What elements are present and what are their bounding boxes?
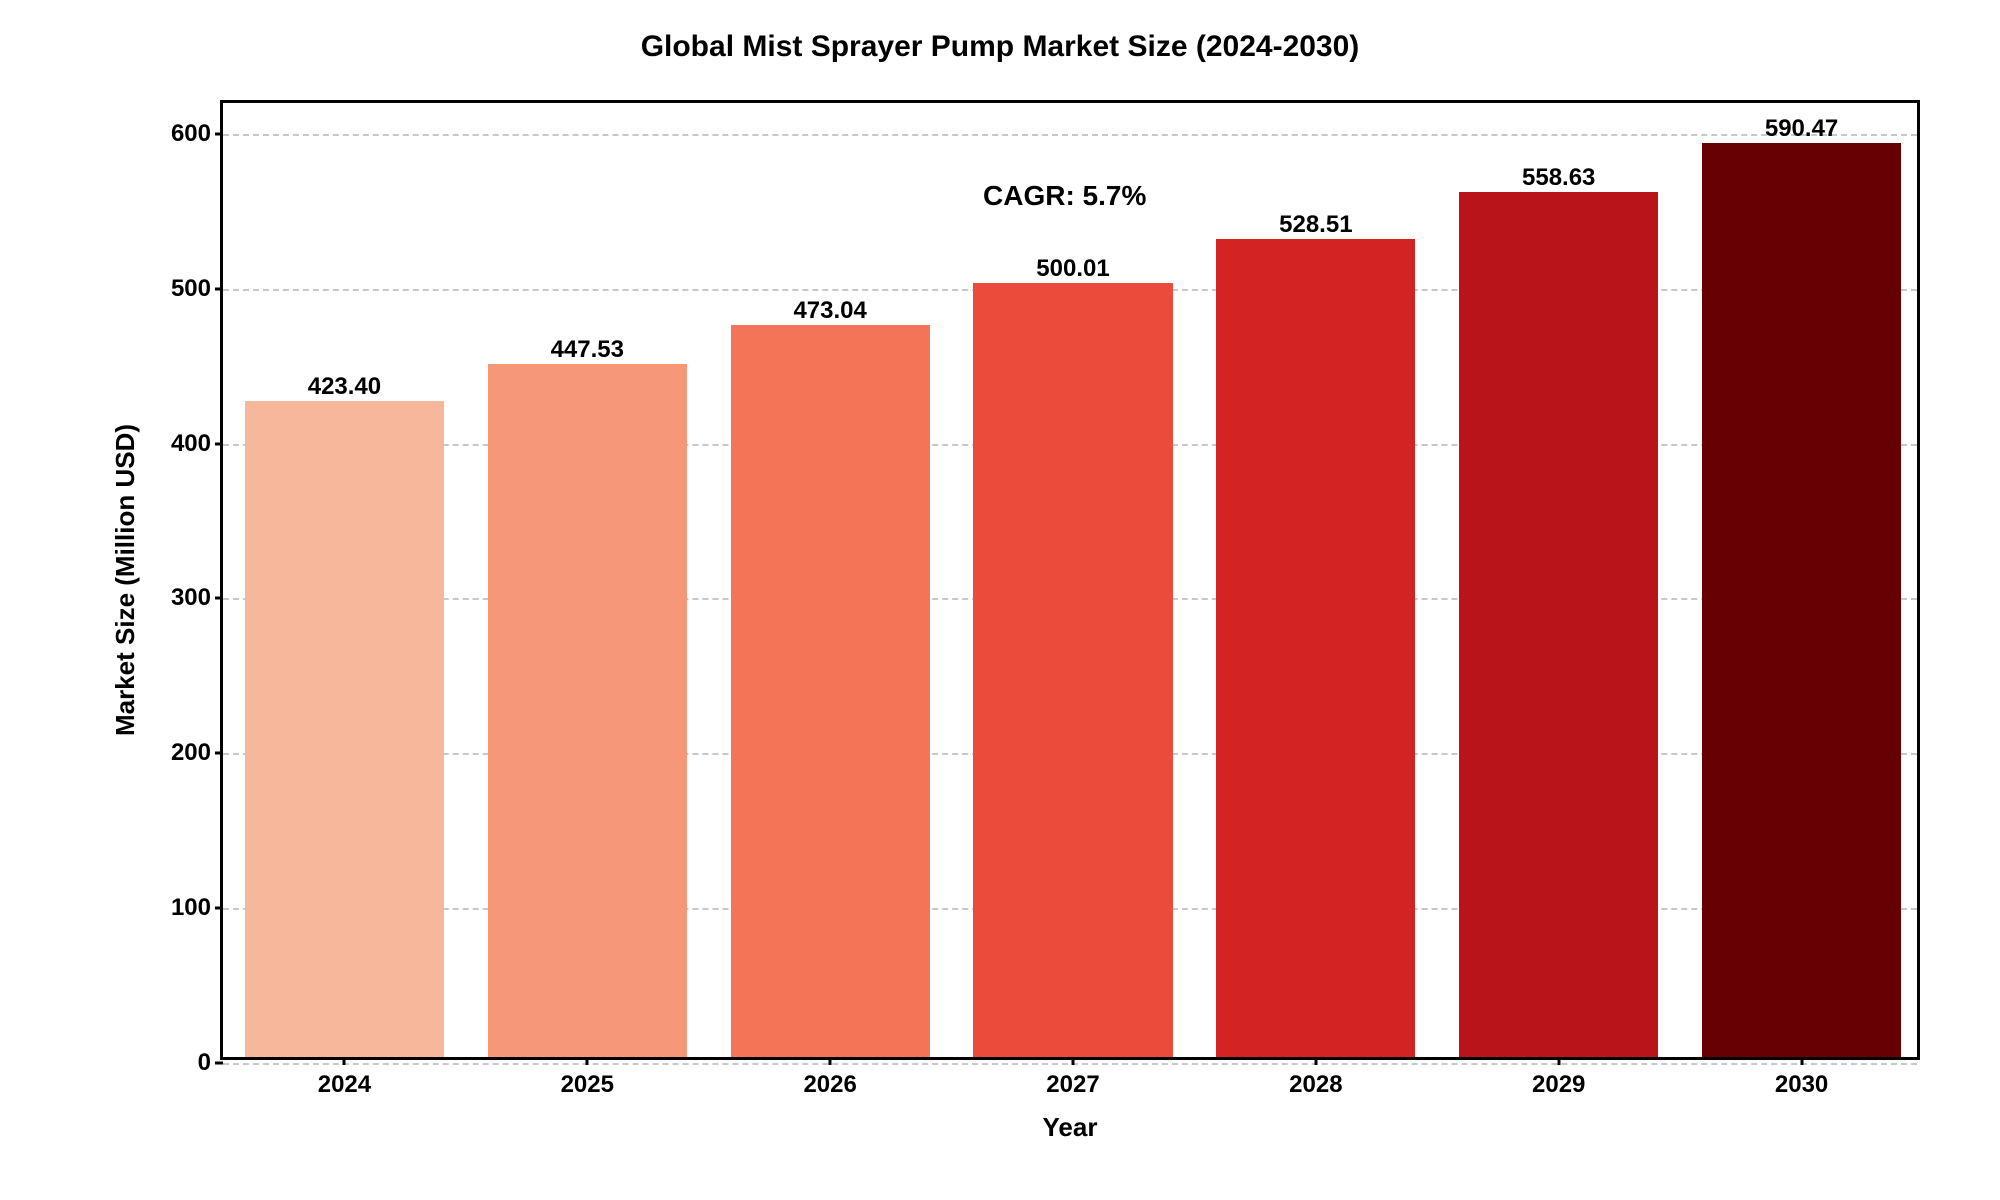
y-tick-label: 400 <box>171 430 223 458</box>
x-tick-label: 2024 <box>318 1057 371 1099</box>
y-tick-label: 0 <box>198 1049 223 1077</box>
y-tick-label: 500 <box>171 275 223 303</box>
bar-value-label: 447.53 <box>551 336 624 364</box>
bar <box>245 401 444 1057</box>
bar <box>488 364 687 1057</box>
x-axis-label: Year <box>1043 1112 1098 1143</box>
bar-value-label: 528.51 <box>1279 211 1352 239</box>
x-tick-label: 2025 <box>561 1057 614 1099</box>
y-axis-label: Market Size (Million USD) <box>110 424 141 736</box>
bar-value-label: 423.40 <box>308 373 381 401</box>
x-tick-label: 2028 <box>1289 1057 1342 1099</box>
x-tick-label: 2027 <box>1046 1057 1099 1099</box>
bar <box>973 283 1172 1057</box>
bar-value-label: 558.63 <box>1522 164 1595 192</box>
cagr-annotation: CAGR: 5.7% <box>983 180 1146 212</box>
bar <box>1459 192 1658 1057</box>
chart-container: Global Mist Sprayer Pump Market Size (20… <box>50 30 1950 1170</box>
y-tick-label: 200 <box>171 739 223 767</box>
y-tick-label: 100 <box>171 894 223 922</box>
y-tick-label: 600 <box>171 120 223 148</box>
x-tick-label: 2030 <box>1775 1057 1828 1099</box>
x-tick-label: 2026 <box>803 1057 856 1099</box>
x-tick-label: 2029 <box>1532 1057 1585 1099</box>
bar-value-label: 473.04 <box>793 297 866 325</box>
y-tick-label: 300 <box>171 584 223 612</box>
bar <box>1216 239 1415 1057</box>
bar <box>1702 143 1901 1057</box>
bar-value-label: 500.01 <box>1036 255 1109 283</box>
plot-region: 0100200300400500600423.402024447.5320254… <box>220 100 1920 1060</box>
bar-value-label: 590.47 <box>1765 115 1838 143</box>
chart-title: Global Mist Sprayer Pump Market Size (20… <box>50 30 1950 64</box>
bar <box>731 325 930 1057</box>
grid-line <box>223 134 1917 136</box>
